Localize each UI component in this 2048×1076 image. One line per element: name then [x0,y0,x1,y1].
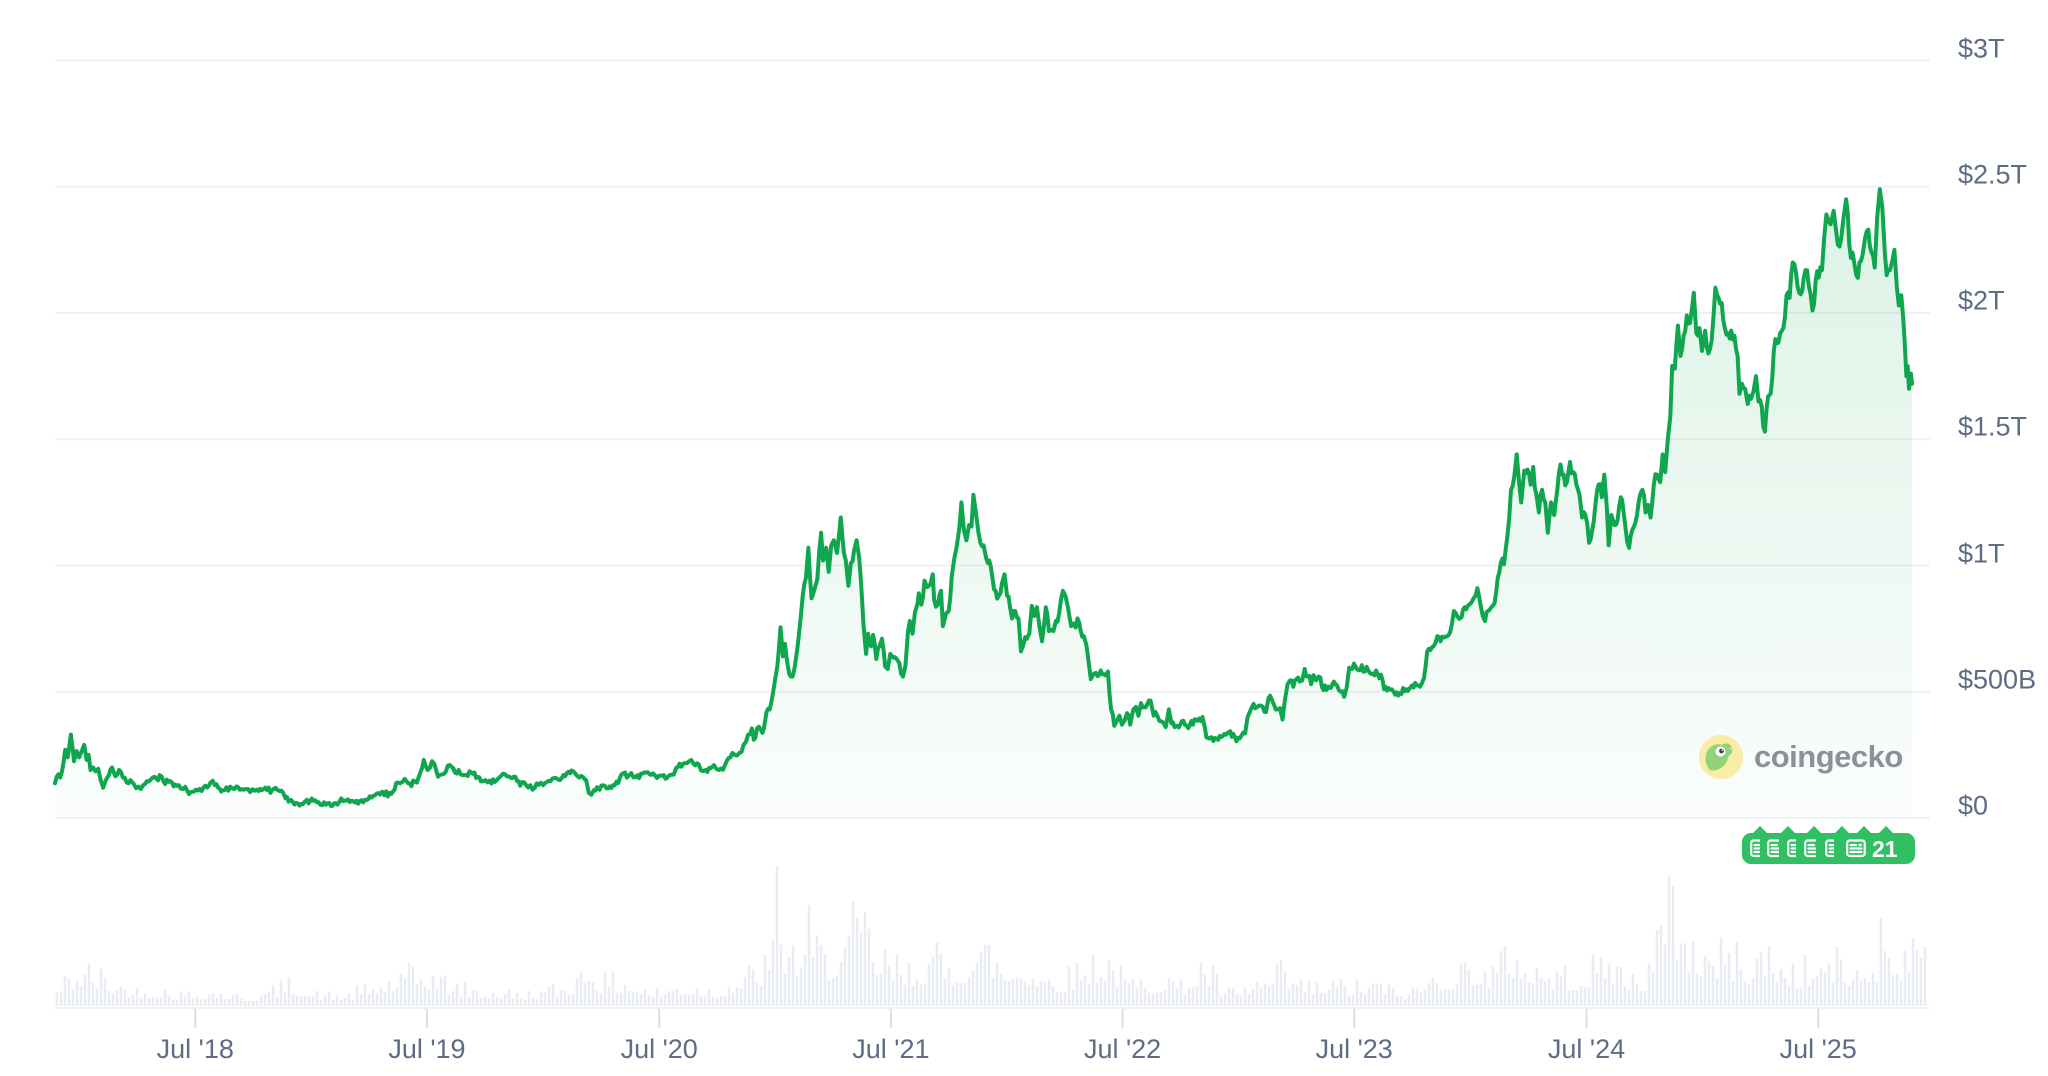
x-axis-label: Jul '24 [1547,1034,1626,1064]
newspaper-icon [1749,837,1760,859]
y-axis-label: $1T [1958,538,2005,568]
newspaper-icon [1803,837,1816,859]
badge-pointer [1806,826,1822,834]
badge-pointer [1834,826,1850,834]
badge-pointer [1856,826,1872,834]
badge-pointer [1752,826,1768,834]
newspaper-icon [1766,837,1779,859]
newspaper-icon [1824,837,1834,859]
x-axis-label: Jul '23 [1315,1034,1393,1064]
x-axis-label: Jul '18 [156,1034,234,1064]
x-axis-line-and-ticks [55,1007,1930,1028]
y-axis-label: $500B [1958,664,2037,695]
coingecko-watermark: coingecko [1698,734,1903,780]
x-axis-label: Jul '21 [852,1034,930,1064]
y-axis-label: $2.5T [1958,159,2028,190]
market-cap-area-fill [55,189,1913,819]
y-axis-label: $1.5T [1958,411,2028,442]
news-count: 21 [1872,836,1898,862]
news-annotations-badge[interactable]: 21 [1742,826,1915,864]
badge-pointer [1780,826,1796,834]
x-axis-label: Jul '19 [388,1034,466,1064]
volume-bars [55,866,1927,1006]
y-axis-label: $2T [1958,285,2005,316]
coingecko-wordmark: coingecko [1754,739,1903,774]
market-cap-line [53,187,1915,808]
x-axis-label: Jul '22 [1083,1034,1162,1064]
x-axis-label: Jul '25 [1779,1034,1857,1064]
newspaper-icon [1845,837,1867,859]
y-axis-label: $0 [1958,790,1989,821]
newspaper-icon [1786,837,1796,859]
y-axis-label: $3T [1958,33,2005,63]
badge-pointer [1878,826,1894,834]
coingecko-gecko-icon [1699,735,1743,779]
x-axis-label: Jul '20 [620,1034,698,1064]
